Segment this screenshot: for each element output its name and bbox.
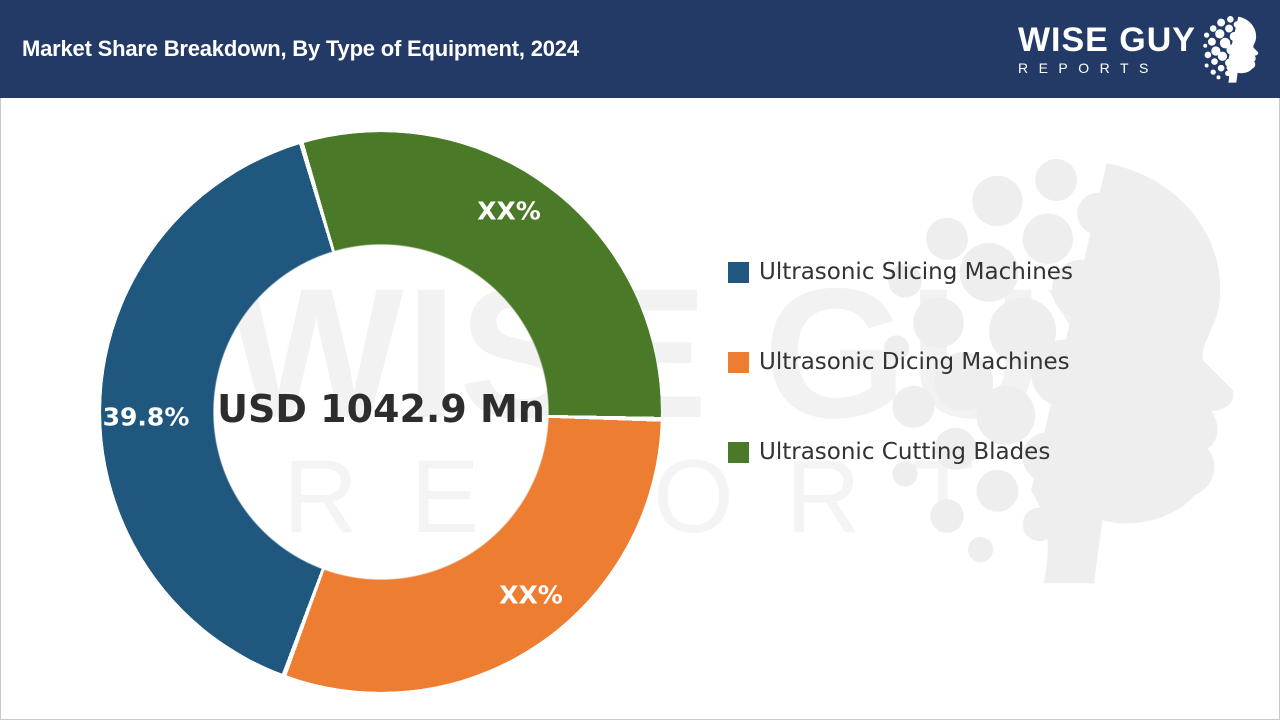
legend-label: Ultrasonic Dicing Machines <box>759 349 1070 375</box>
legend-item-cutting-blades: Ultrasonic Cutting Blades <box>728 437 1073 467</box>
legend-item-slicing-machines: Ultrasonic Slicing Machines <box>728 257 1073 287</box>
donut-center-value: USD 1042.9 Mn <box>217 387 545 431</box>
header: Market Share Breakdown, By Type of Equip… <box>0 0 1280 98</box>
legend-item-dicing-machines: Ultrasonic Dicing Machines <box>728 347 1073 377</box>
page-title: Market Share Breakdown, By Type of Equip… <box>22 36 579 61</box>
slice-label-cutting-blades: XX% <box>477 196 541 226</box>
logo-line2: REPORTS <box>1017 60 1159 76</box>
legend-swatch-blue <box>728 261 749 283</box>
legend-label: Ultrasonic Slicing Machines <box>759 259 1073 285</box>
slice-label-dicing-machines: XX% <box>499 580 563 610</box>
donut-ring <box>101 132 661 692</box>
logo-face-icon <box>1203 16 1259 83</box>
donut-chart: USD 1042.9 Mn 39.8% XX% XX% <box>101 132 661 692</box>
legend-swatch-green <box>728 441 749 463</box>
logo-wordmark: WISE GUY REPORTS <box>1018 23 1196 75</box>
logo-line1: WISE GUY <box>1017 21 1196 59</box>
slice-label-slicing-machines: 39.8% <box>102 402 190 432</box>
legend: Ultrasonic Slicing Machines Ultrasonic D… <box>728 257 1073 467</box>
chart-area: WISE GUY REPORTS USD 1042.9 <box>0 98 1280 720</box>
wise-guy-logo: WISE GUY REPORTS <box>1018 11 1266 87</box>
legend-label: Ultrasonic Cutting Blades <box>759 439 1051 465</box>
legend-swatch-orange <box>728 351 749 373</box>
